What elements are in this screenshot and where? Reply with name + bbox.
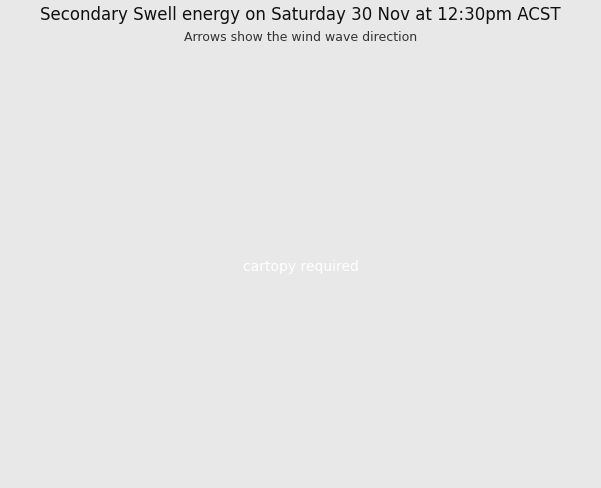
Text: Secondary Swell energy on Saturday 30 Nov at 12:30pm ACST: Secondary Swell energy on Saturday 30 No… (40, 6, 561, 24)
Text: Arrows show the wind wave direction: Arrows show the wind wave direction (184, 31, 417, 43)
Text: cartopy required: cartopy required (243, 260, 358, 274)
